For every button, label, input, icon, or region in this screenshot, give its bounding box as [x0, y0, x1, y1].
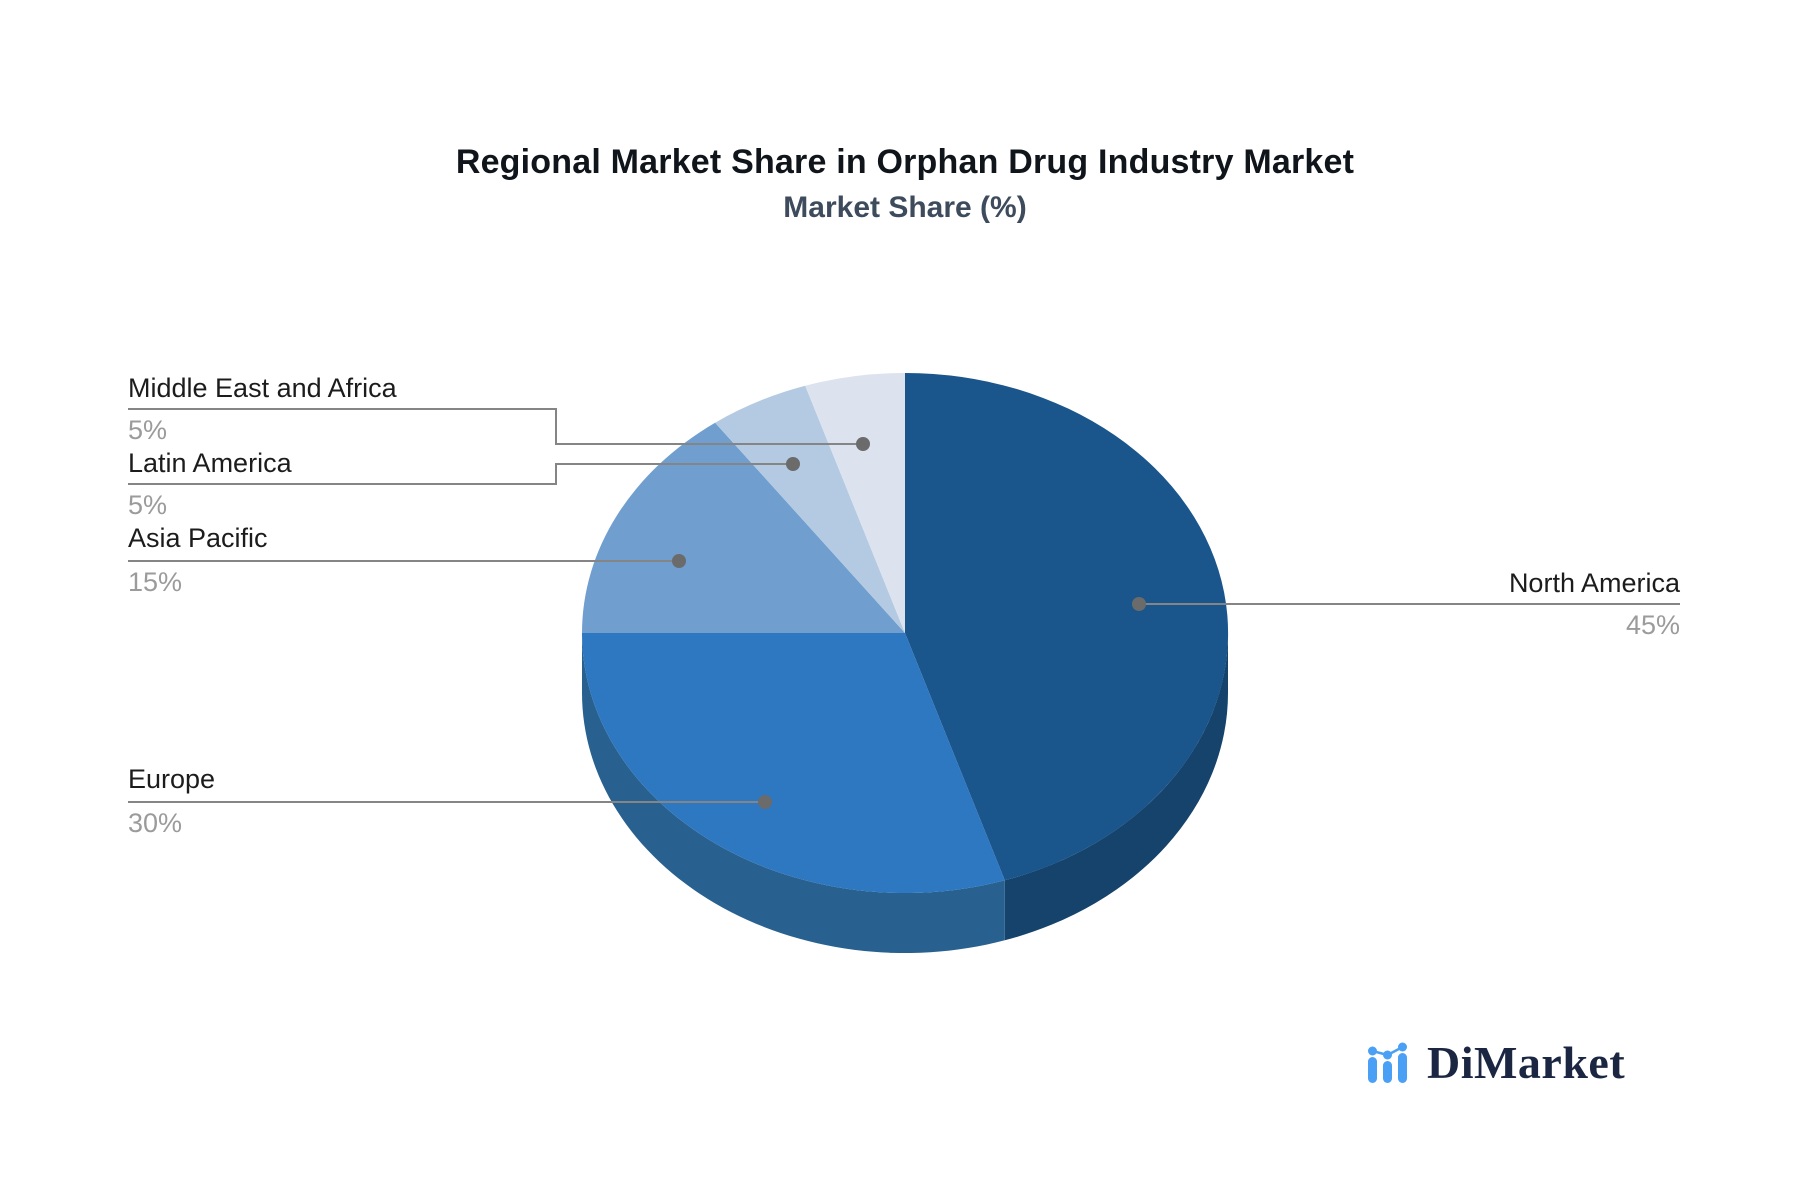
leader-line-latin-america: [128, 463, 793, 485]
pie-side-north-america: [1004, 633, 1228, 941]
pie-slices: [582, 373, 1229, 894]
brand-logo: DiMarket: [1366, 1040, 1625, 1086]
anchor-dot-asia-pacific: [672, 554, 686, 568]
callout-anchor-dots: [672, 437, 1146, 809]
pie-side-europe: [582, 633, 1005, 954]
leader-line-middle-east-and-africa: [128, 408, 863, 445]
pie-slice-north-america: [905, 373, 1229, 881]
chart-subtitle: Market Share (%): [783, 191, 1027, 224]
anchor-dot-middle-east-and-africa: [856, 437, 870, 451]
anchor-dot-north-america: [1132, 597, 1146, 611]
slice-value-latin-america: 5%: [128, 490, 168, 520]
callout-leader-lines: [128, 408, 1680, 803]
anchor-dot-europe: [758, 795, 772, 809]
slice-label-asia-pacific: Asia Pacific: [128, 523, 268, 553]
pie-slice-middle-east-and-africa: [805, 373, 905, 633]
pie-slice-europe: [582, 633, 1005, 894]
slice-value-asia-pacific: 15%: [128, 567, 183, 597]
slice-label-middle-east-and-africa: Middle East and Africa: [128, 373, 397, 403]
bar-chart-sparkline-icon: [1368, 1042, 1407, 1083]
slice-value-north-america: 45%: [1625, 610, 1680, 640]
chart-title: Regional Market Share in Orphan Drug Ind…: [455, 143, 1355, 181]
brand-logo-text: DiMarket: [1427, 1037, 1626, 1088]
slice-value-middle-east-and-africa: 5%: [128, 415, 168, 445]
pie-slice-asia-pacific: [582, 422, 905, 633]
pie-slice-latin-america: [715, 385, 905, 633]
slice-label-latin-america: Latin America: [128, 448, 292, 478]
pie-3d-sides: [582, 633, 1228, 954]
slice-label-north-america: North America: [1508, 568, 1680, 598]
anchor-dot-latin-america: [786, 457, 800, 471]
slice-label-europe: Europe: [128, 764, 216, 794]
slice-value-europe: 30%: [128, 808, 183, 838]
